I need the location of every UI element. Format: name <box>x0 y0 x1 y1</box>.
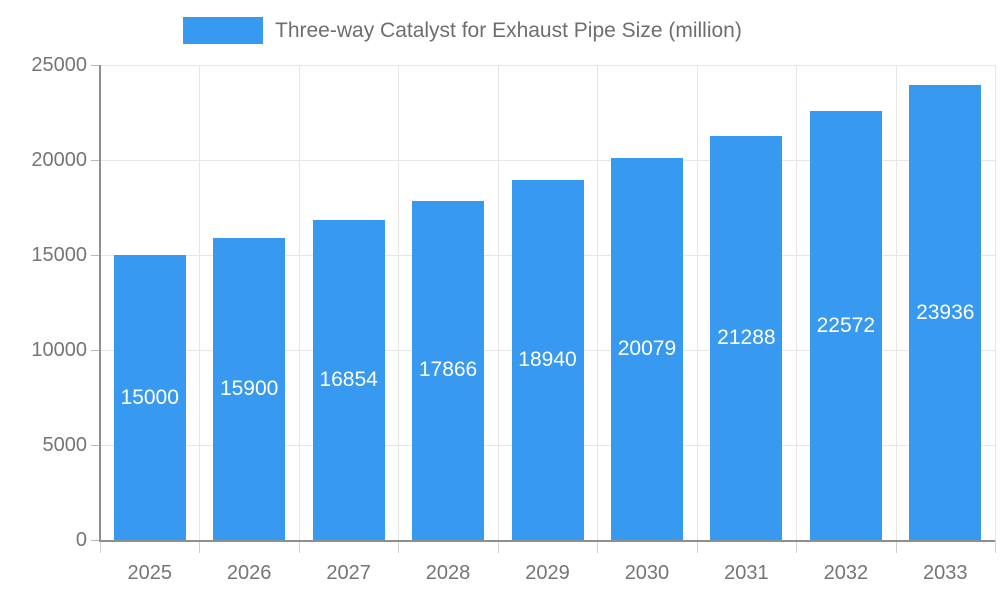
legend-item[interactable]: Three-way Catalyst for Exhaust Pipe Size… <box>183 17 742 44</box>
x-axis-tick <box>995 540 996 553</box>
bar-value-label: 23936 <box>916 300 975 324</box>
v-gridline <box>995 65 996 540</box>
bar-value-label: 18940 <box>518 348 577 372</box>
x-axis-tick <box>895 540 897 553</box>
bar-value-label: 15900 <box>219 376 279 400</box>
bar-2032: 22572 <box>809 111 882 540</box>
bar-2029: 18940 <box>511 180 584 540</box>
x-axis-tick <box>597 540 599 553</box>
x-axis-label: 2025 <box>127 562 172 584</box>
x-axis-tick <box>199 540 201 553</box>
x-axis-label: 2027 <box>326 562 371 584</box>
y-axis-label: 5000 <box>42 434 88 456</box>
bar-2028: 17866 <box>412 200 485 540</box>
x-axis-tick <box>497 540 499 553</box>
y-axis-label: 15000 <box>31 244 87 266</box>
y-axis-tick <box>91 445 100 446</box>
y-axis-label: 20000 <box>31 149 87 171</box>
v-gridline <box>497 65 499 540</box>
x-axis-tick <box>298 540 300 553</box>
h-gridline <box>100 160 995 161</box>
x-axis-label: 2030 <box>624 562 670 584</box>
bar-2027: 16854 <box>312 219 385 540</box>
x-axis-tick <box>100 540 101 553</box>
x-axis-label: 2028 <box>425 562 471 584</box>
x-axis-label: 2029 <box>525 562 570 584</box>
y-axis-tick <box>91 160 100 161</box>
x-axis-tick <box>796 540 798 553</box>
x-axis-label: 2026 <box>226 562 272 584</box>
x-axis-line <box>100 540 995 542</box>
bar-value-label: 16854 <box>319 367 378 391</box>
x-axis-label: 2031 <box>724 562 769 584</box>
v-gridline <box>796 65 798 540</box>
y-axis-tick <box>91 350 100 351</box>
bar-2031: 21288 <box>710 135 783 540</box>
legend-swatch-icon <box>183 17 263 44</box>
v-gridline <box>895 65 897 540</box>
bar-2033: 23936 <box>909 85 982 540</box>
x-axis-label: 2033 <box>923 562 968 584</box>
y-axis-label: 25000 <box>31 54 87 76</box>
y-axis-tick <box>91 65 100 66</box>
v-gridline <box>696 65 698 540</box>
y-axis-label: 10000 <box>31 339 87 361</box>
x-axis-tick <box>696 540 698 553</box>
bar-2026: 15900 <box>213 237 286 540</box>
v-gridline <box>398 65 400 540</box>
bar-value-label: 22572 <box>816 313 876 337</box>
y-axis-tick <box>91 540 100 541</box>
y-axis-line <box>99 65 101 542</box>
bar-value-label: 17866 <box>418 358 478 382</box>
bar-2030: 20079 <box>610 158 683 540</box>
legend-label: Three-way Catalyst for Exhaust Pipe Size… <box>275 18 742 42</box>
y-axis-label: 0 <box>75 529 87 551</box>
bar-2025: 15000 <box>113 255 186 540</box>
h-gridline <box>100 65 995 66</box>
bar-value-label: 20079 <box>617 337 677 361</box>
v-gridline <box>199 65 201 540</box>
x-axis-label: 2032 <box>823 562 869 584</box>
bar-value-label: 15000 <box>120 385 179 409</box>
y-axis-tick <box>91 255 100 256</box>
x-axis-tick <box>398 540 400 553</box>
bar-value-label: 21288 <box>717 325 776 349</box>
v-gridline <box>298 65 300 540</box>
v-gridline <box>597 65 599 540</box>
